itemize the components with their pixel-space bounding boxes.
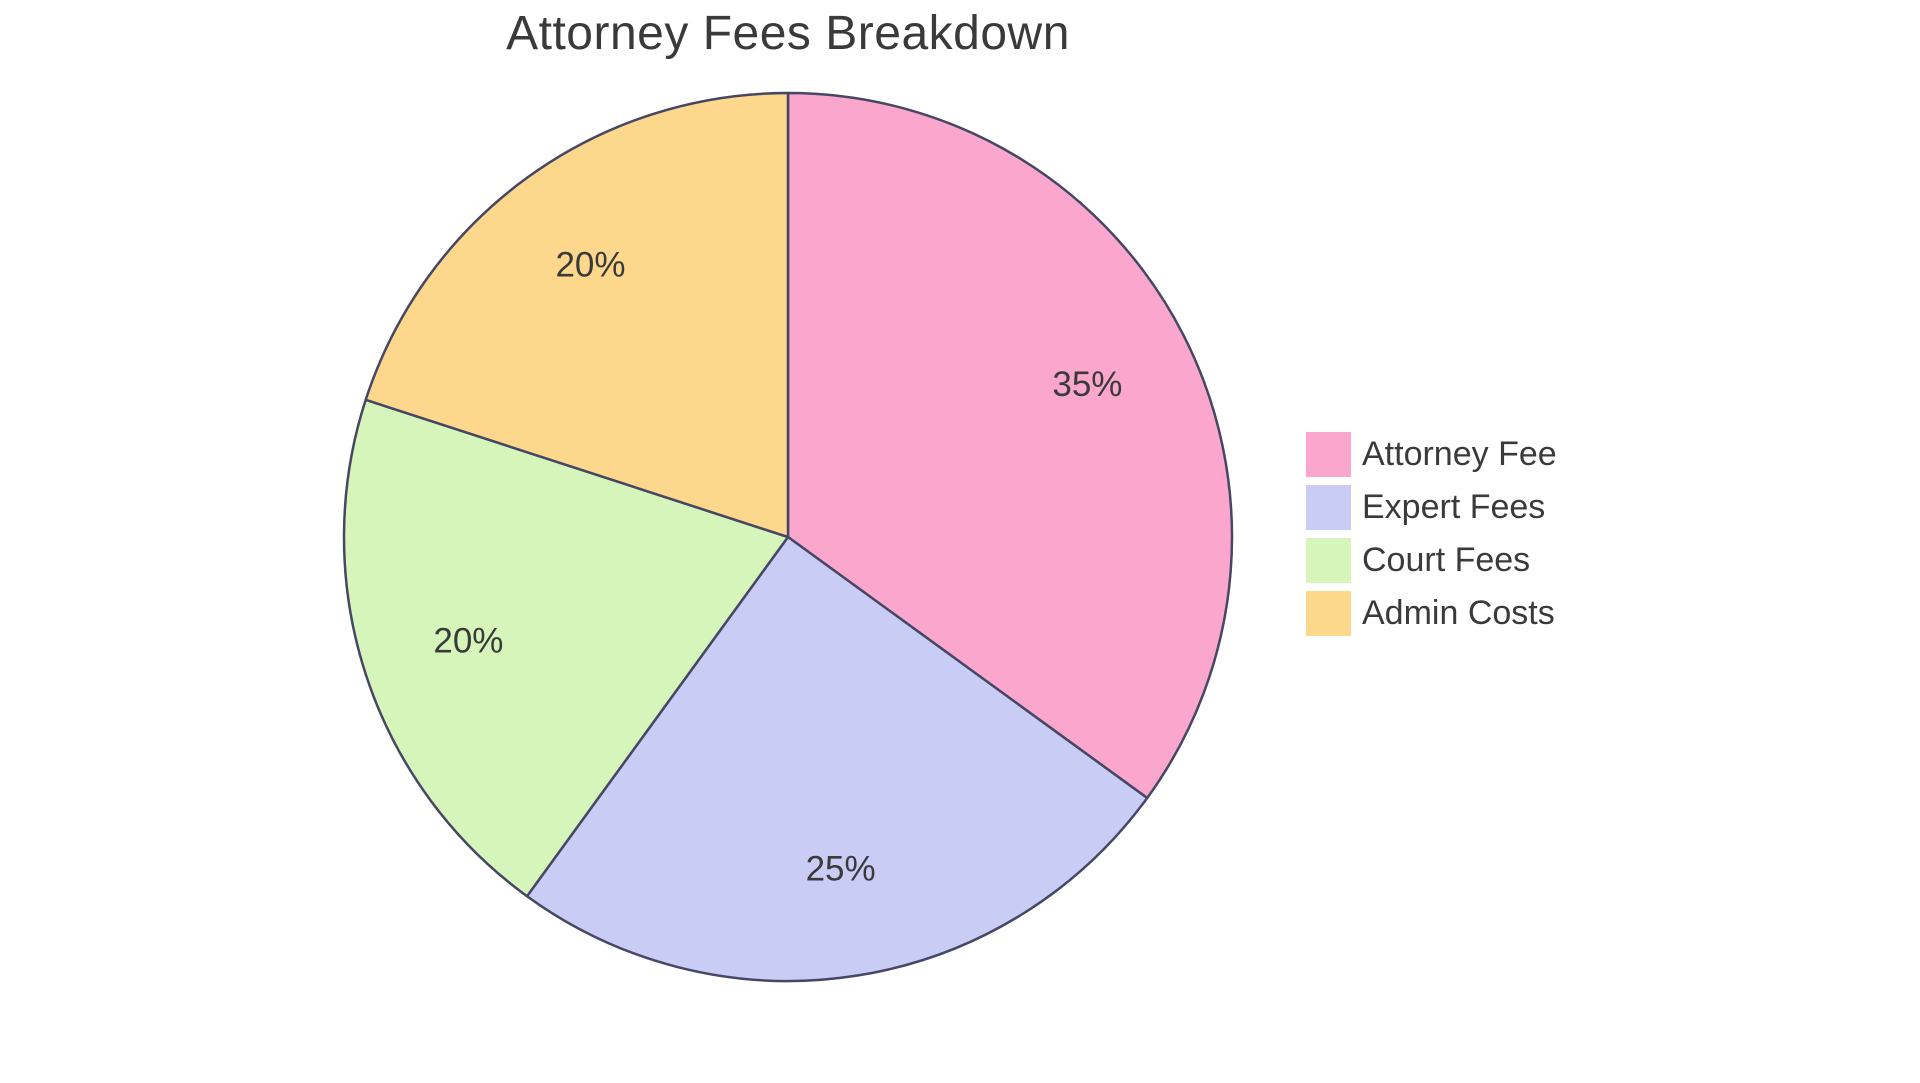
legend-label: Admin Costs: [1362, 594, 1555, 632]
legend: Attorney Fee Expert Fees Court Fees Admin C…: [1306, 432, 1557, 644]
legend-item-court-fees[interactable]: Court Fees: [1306, 538, 1557, 583]
pie-slice-admin-costs[interactable]: [364, 91, 790, 539]
pie-labels-group: 35% 25% 20% 20%: [433, 246, 1122, 889]
legend-swatch-icon: [1306, 432, 1351, 477]
slice-percent-label: 35%: [1052, 365, 1122, 404]
legend-item-attorney-fee[interactable]: Attorney Fee: [1306, 432, 1557, 477]
slice-percent-label: 20%: [555, 246, 625, 285]
slice-percent-label: 20%: [433, 621, 503, 660]
pie-slices-group: [342, 91, 1234, 983]
legend-swatch-icon: [1306, 485, 1351, 530]
pie-slice-expert-fees[interactable]: [525, 535, 1149, 983]
legend-label: Court Fees: [1362, 541, 1531, 579]
chart-title: Attorney Fees Breakdown: [506, 7, 1070, 60]
legend-label: Attorney Fee: [1362, 435, 1557, 473]
slice-percent-label: 25%: [806, 849, 876, 888]
legend-item-expert-fees[interactable]: Expert Fees: [1306, 485, 1557, 530]
legend-swatch-icon: [1306, 591, 1351, 636]
legend-swatch-icon: [1306, 538, 1351, 583]
legend-item-admin-costs[interactable]: Admin Costs: [1306, 591, 1557, 636]
pie-slice-attorney-fee[interactable]: [786, 91, 1234, 800]
legend-label: Expert Fees: [1362, 488, 1546, 526]
pie-slice-court-fees[interactable]: [342, 398, 790, 898]
